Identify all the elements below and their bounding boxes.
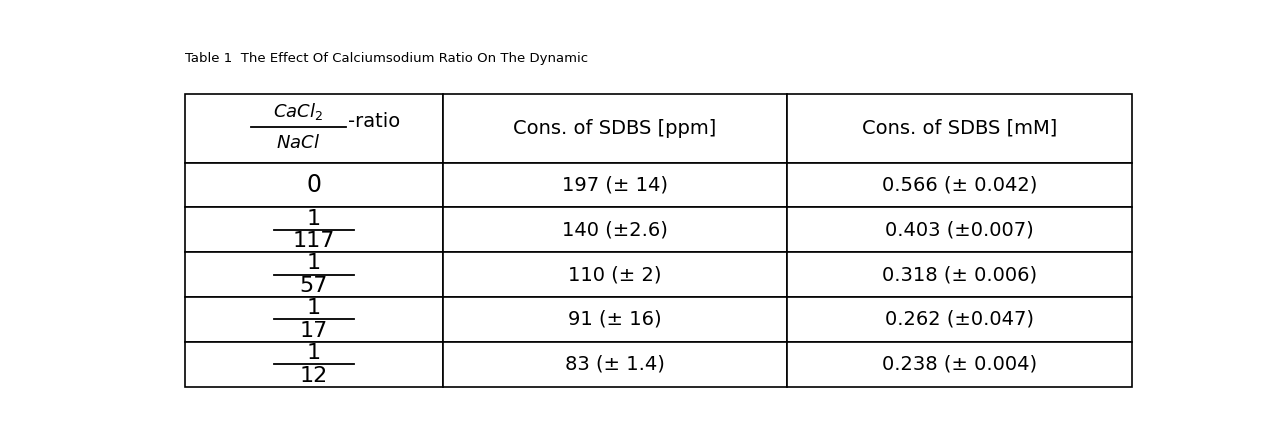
Text: $NaCl$: $NaCl$: [277, 134, 320, 152]
Bar: [442, 207, 787, 252]
Text: Table 1  The Effect Of Calciumsodium Ratio On The Dynamic: Table 1 The Effect Of Calciumsodium Rati…: [185, 52, 588, 65]
Bar: [787, 94, 1132, 163]
Text: 91 (± 16): 91 (± 16): [568, 310, 662, 329]
Bar: [787, 297, 1132, 342]
Text: 117: 117: [292, 232, 335, 251]
Text: 1: 1: [306, 298, 320, 318]
Text: 1: 1: [306, 209, 320, 229]
Text: 197 (± 14): 197 (± 14): [562, 175, 668, 194]
Bar: [442, 297, 787, 342]
Bar: [787, 342, 1132, 387]
Bar: [185, 342, 442, 387]
Text: 1: 1: [306, 253, 320, 274]
Bar: [185, 94, 442, 163]
Bar: [185, 297, 442, 342]
Text: 0.403 (±0.007): 0.403 (±0.007): [886, 220, 1035, 239]
Text: 57: 57: [300, 276, 328, 296]
Text: 17: 17: [300, 321, 328, 341]
Bar: [185, 252, 442, 297]
Text: 0.318 (± 0.006): 0.318 (± 0.006): [882, 265, 1037, 284]
Text: -ratio: -ratio: [349, 112, 400, 131]
Text: $CaCl_2$: $CaCl_2$: [273, 101, 323, 122]
Bar: [442, 94, 787, 163]
Bar: [787, 207, 1132, 252]
Bar: [442, 342, 787, 387]
Text: 1: 1: [306, 343, 320, 363]
Text: 83 (± 1.4): 83 (± 1.4): [565, 354, 665, 373]
Text: 0.238 (± 0.004): 0.238 (± 0.004): [882, 354, 1037, 373]
Bar: [442, 252, 787, 297]
Text: 110 (± 2): 110 (± 2): [568, 265, 662, 284]
Text: 0.566 (± 0.042): 0.566 (± 0.042): [882, 175, 1037, 194]
Bar: [787, 252, 1132, 297]
Text: 12: 12: [300, 366, 328, 386]
Text: Cons. of SDBS [mM]: Cons. of SDBS [mM]: [862, 119, 1058, 138]
Text: 0: 0: [306, 173, 322, 197]
Text: Cons. of SDBS [ppm]: Cons. of SDBS [ppm]: [513, 119, 717, 138]
Bar: [185, 163, 442, 207]
Bar: [442, 163, 787, 207]
Text: 0.262 (±0.047): 0.262 (±0.047): [885, 310, 1035, 329]
Bar: [787, 163, 1132, 207]
Text: 140 (±2.6): 140 (±2.6): [562, 220, 668, 239]
Bar: [185, 207, 442, 252]
